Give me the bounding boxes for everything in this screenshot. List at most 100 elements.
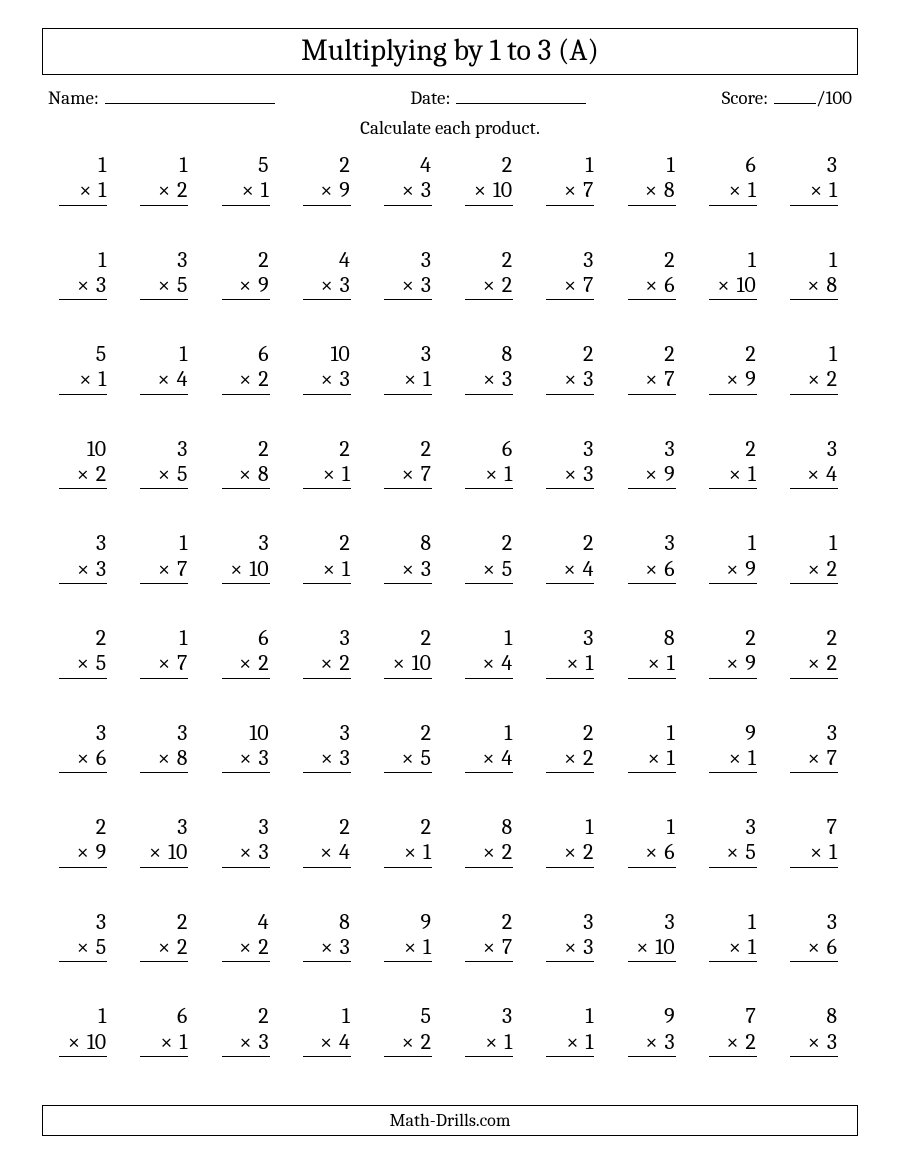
multiplicand: 1 bbox=[342, 1004, 351, 1029]
multiplicand: 3 bbox=[177, 248, 188, 273]
multiply-sign: × bbox=[564, 745, 583, 771]
multiply-sign: × bbox=[564, 272, 583, 298]
problem: 3× 8 bbox=[125, 721, 206, 774]
multiplier: 6 bbox=[664, 556, 674, 582]
multiplier-row: × 1 bbox=[59, 367, 107, 394]
footer-box: Math-Drills.com bbox=[42, 1105, 858, 1136]
multiplicand: 2 bbox=[339, 153, 350, 178]
multiply-sign: × bbox=[645, 177, 664, 203]
multiplier-row: × 1 bbox=[709, 746, 757, 773]
multiplier: 6 bbox=[827, 934, 837, 960]
multiplier-row: × 2 bbox=[59, 462, 107, 489]
problem: 8× 3 bbox=[288, 910, 369, 963]
multiplier-row: × 6 bbox=[628, 273, 676, 300]
multiplier-row: × 6 bbox=[628, 557, 676, 584]
multiplicand: 1 bbox=[667, 153, 676, 178]
multiplier: 2 bbox=[258, 650, 268, 676]
multiplier-row: × 3 bbox=[546, 462, 594, 489]
problem: 3× 1 bbox=[531, 626, 612, 679]
multiplicand: 8 bbox=[339, 910, 351, 935]
multiplicand: 3 bbox=[664, 910, 675, 935]
problem: 3× 3 bbox=[44, 531, 125, 584]
multiplier-row: × 2 bbox=[546, 746, 594, 773]
multiplicand: 9 bbox=[664, 1004, 676, 1029]
problem: 4× 3 bbox=[369, 153, 450, 206]
multiplier: 10 bbox=[412, 650, 431, 676]
problem: 3× 9 bbox=[612, 437, 693, 490]
multiplier: 1 bbox=[342, 556, 350, 582]
multiply-sign: × bbox=[810, 839, 829, 865]
problem: 2× 10 bbox=[450, 153, 531, 206]
problem: 8× 3 bbox=[775, 1004, 856, 1057]
multiplier: 8 bbox=[258, 461, 269, 487]
multiplier-row: × 4 bbox=[465, 746, 513, 773]
multiplier-row: × 3 bbox=[303, 935, 351, 962]
multiply-sign: × bbox=[321, 934, 340, 960]
multiplier-row: × 7 bbox=[465, 935, 513, 962]
problem: 6× 1 bbox=[125, 1004, 206, 1057]
multiplicand: 1 bbox=[829, 531, 838, 556]
multiplicand: 9 bbox=[420, 910, 432, 935]
problem: 2× 1 bbox=[694, 437, 775, 490]
multiplicand: 3 bbox=[421, 248, 432, 273]
multiplier-row: × 7 bbox=[384, 462, 432, 489]
multiplicand: 2 bbox=[745, 437, 756, 462]
multiply-sign: × bbox=[239, 1029, 258, 1055]
multiply-sign: × bbox=[77, 461, 96, 487]
multiply-sign: × bbox=[645, 272, 664, 298]
problem: 3× 3 bbox=[531, 910, 612, 963]
multiplicand: 1 bbox=[748, 910, 757, 935]
multiply-sign: × bbox=[239, 934, 258, 960]
instruction: Calculate each product. bbox=[42, 117, 858, 139]
problem: 3× 6 bbox=[44, 721, 125, 774]
multiply-sign: × bbox=[564, 556, 583, 582]
multiplier: 3 bbox=[583, 461, 593, 487]
multiplier: 3 bbox=[421, 177, 431, 203]
problem: 2× 5 bbox=[369, 721, 450, 774]
multiplicand: 5 bbox=[96, 342, 107, 367]
multiply-sign: × bbox=[402, 177, 421, 203]
problem: 3× 5 bbox=[44, 910, 125, 963]
problem: 5× 2 bbox=[369, 1004, 450, 1057]
multiplier-row: × 3 bbox=[546, 367, 594, 394]
multiplier-row: × 1 bbox=[790, 840, 838, 867]
multiplicand: 1 bbox=[98, 248, 107, 273]
multiply-sign: × bbox=[807, 461, 826, 487]
multiplier: 4 bbox=[501, 745, 512, 771]
multiplier: 4 bbox=[501, 650, 512, 676]
multiplier-row: × 2 bbox=[140, 178, 188, 205]
problem: 2× 1 bbox=[288, 437, 369, 490]
problem: 2× 9 bbox=[694, 626, 775, 679]
score-blank[interactable] bbox=[774, 85, 816, 104]
multiplier-row: × 1 bbox=[790, 178, 838, 205]
multiply-sign: × bbox=[158, 177, 177, 203]
multiplier: 9 bbox=[745, 650, 756, 676]
multiply-sign: × bbox=[160, 1029, 179, 1055]
multiply-sign: × bbox=[158, 272, 177, 298]
multiplicand: 2 bbox=[421, 437, 432, 462]
problem: 2× 7 bbox=[612, 342, 693, 395]
multiplier-row: × 7 bbox=[546, 273, 594, 300]
multiplier-row: × 2 bbox=[384, 1030, 432, 1057]
multiplier: 5 bbox=[502, 556, 512, 582]
problem: 2× 3 bbox=[531, 342, 612, 395]
multiplier-row: × 1 bbox=[546, 651, 594, 678]
multiply-sign: × bbox=[474, 177, 493, 203]
multiply-sign: × bbox=[402, 1029, 421, 1055]
name-blank[interactable] bbox=[105, 85, 275, 104]
problem: 2× 4 bbox=[288, 815, 369, 868]
multiplier: 3 bbox=[258, 839, 268, 865]
multiplier: 1 bbox=[98, 366, 106, 392]
multiplier: 2 bbox=[177, 177, 187, 203]
multiplicand: 2 bbox=[258, 437, 269, 462]
multiplier-row: × 1 bbox=[222, 178, 270, 205]
problem: 1× 10 bbox=[44, 1004, 125, 1057]
multiplier-row: × 3 bbox=[465, 367, 513, 394]
date-blank[interactable] bbox=[456, 85, 586, 104]
multiply-sign: × bbox=[648, 650, 667, 676]
multiplier: 1 bbox=[748, 745, 756, 771]
multiplicand: 2 bbox=[583, 721, 594, 746]
multiplier: 7 bbox=[421, 461, 431, 487]
problem: 1× 2 bbox=[775, 342, 856, 395]
problem: 3× 10 bbox=[125, 815, 206, 868]
